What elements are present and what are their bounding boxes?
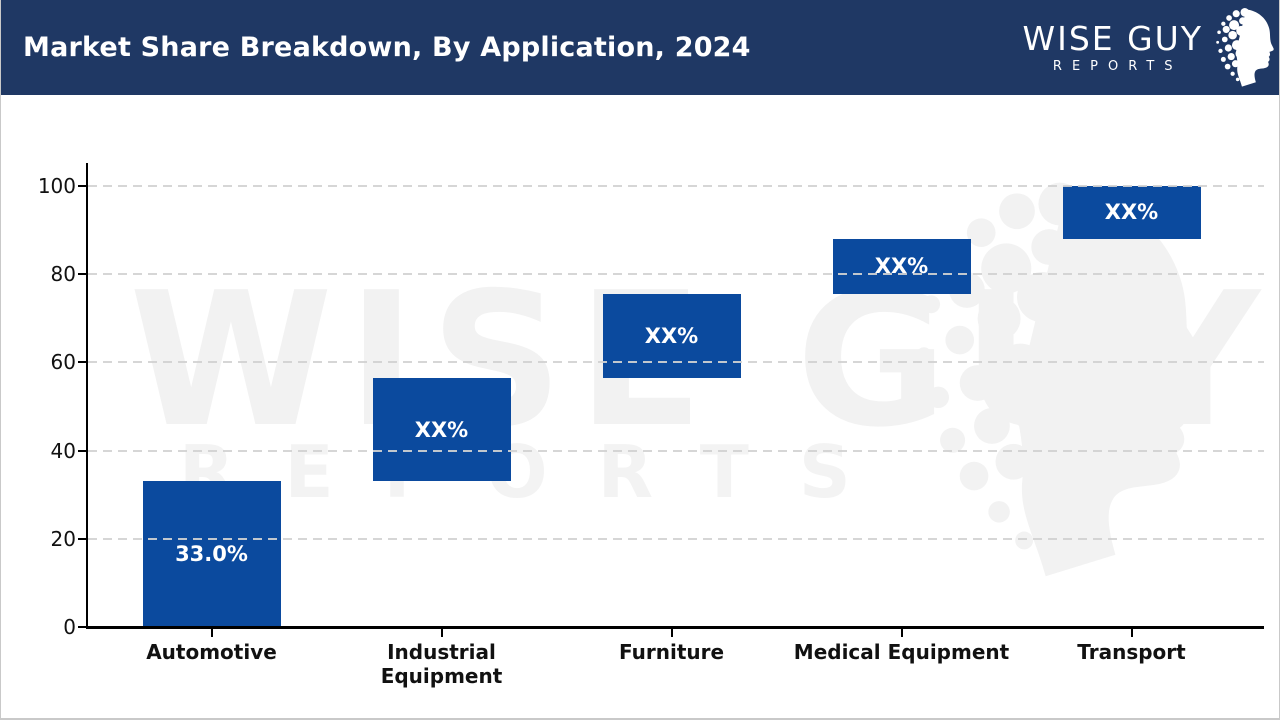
gridline: [88, 273, 1264, 276]
bar-value-label: XX%: [874, 254, 929, 279]
category-label-line: Equipment: [380, 664, 503, 688]
y-axis-tick-label: 80: [50, 262, 76, 287]
y-axis-tick-label: 0: [63, 615, 76, 639]
bar-industrial-equipment: [372, 377, 511, 482]
y-axis-tick: [78, 273, 86, 276]
category-label: Furniture: [557, 640, 787, 664]
category-label: Automotive: [97, 640, 327, 664]
y-axis-tick: [78, 537, 86, 540]
watermark-subtitle: REPORTS: [179, 430, 901, 514]
x-axis-tick: [440, 629, 443, 637]
category-label-line: Industrial: [387, 640, 496, 664]
gridline: [88, 185, 1264, 187]
gridline: [88, 361, 1264, 364]
header-bar: Market Share Breakdown, By Application, …: [1, 0, 1279, 95]
y-axis-tick: [78, 361, 86, 364]
category-label: Transport: [1017, 640, 1247, 664]
x-axis-tick: [900, 629, 903, 637]
category-label: Industrial Equipment: [327, 640, 557, 688]
logo-subtitle: REPORTS: [1052, 58, 1183, 74]
page-title: Market Share Breakdown, By Application, …: [23, 32, 751, 63]
dotted-head-icon: [1216, 7, 1274, 87]
bar-transport: [1062, 186, 1201, 239]
category-label-line: Automotive: [146, 640, 277, 664]
wise-guy-logo: WISE GUY REPORTS: [1022, 7, 1279, 88]
bar-value-label: XX%: [1104, 200, 1159, 225]
y-axis-tick-label: 100: [37, 174, 76, 198]
logo-wordmark: WISE GUY: [1022, 18, 1203, 58]
bar-value-label: 33.0%: [175, 542, 248, 567]
category-label: Medical Equipment: [787, 640, 1017, 664]
logo-text: WISE GUY REPORTS: [1022, 22, 1203, 74]
x-axis-tick: [210, 629, 213, 637]
y-axis-tick: [78, 449, 86, 452]
bar-automotive: [142, 481, 281, 627]
y-axis-tick: [78, 626, 86, 628]
category-label-line: Medical Equipment: [793, 640, 1010, 664]
gridline: [88, 449, 1264, 452]
bar-value-label: XX%: [644, 323, 699, 348]
y-axis-tick-label: 20: [50, 526, 76, 551]
x-axis-line: [86, 626, 1264, 629]
gridline: [88, 537, 1264, 540]
category-label-line: Furniture: [618, 640, 725, 664]
bar-value-label: XX%: [414, 417, 469, 442]
bar-furniture: [602, 294, 741, 378]
x-axis-tick: [1130, 629, 1133, 637]
x-axis-tick: [670, 629, 673, 637]
y-axis-tick-label: 60: [50, 350, 76, 375]
y-axis-tick: [78, 185, 86, 187]
watermark-dotted-head: [916, 182, 1205, 577]
y-axis-line: [86, 163, 88, 629]
bar-medical-equipment: [832, 238, 971, 295]
category-label-line: Transport: [1077, 640, 1186, 664]
y-axis-tick-label: 40: [50, 438, 76, 463]
